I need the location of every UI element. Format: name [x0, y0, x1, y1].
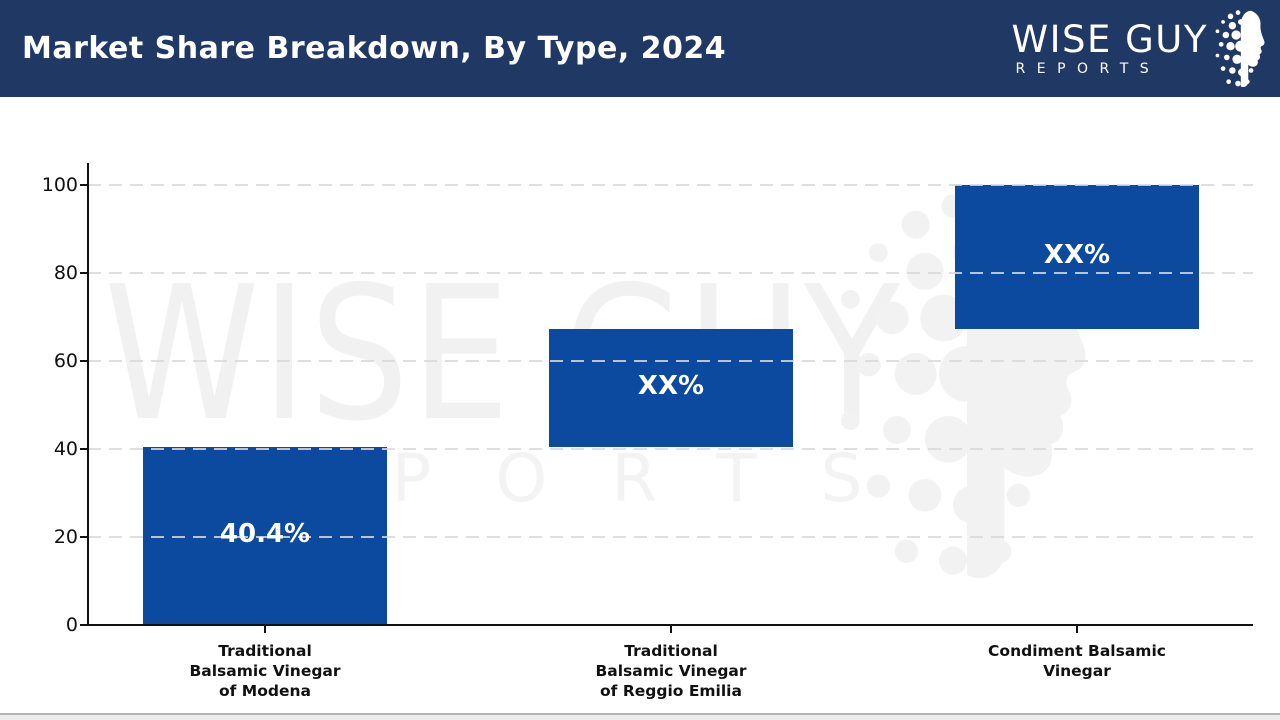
x-tick-mark	[670, 626, 672, 633]
x-category-label: Traditional Balsamic Vinegar of Modena	[95, 641, 435, 701]
x-category-label-line: Vinegar	[1043, 662, 1111, 680]
x-category-label-line: Balsamic Vinegar	[189, 662, 341, 680]
y-tick-mark	[80, 535, 88, 538]
footer-strip	[0, 713, 1280, 720]
y-tick-label: 20	[53, 525, 78, 548]
x-category-label-line: Balsamic Vinegar	[595, 662, 747, 680]
x-category-label-line: Condiment Balsamic	[988, 642, 1166, 660]
x-category-label-line: of Reggio Emilia	[600, 682, 742, 700]
gridline	[88, 447, 1253, 450]
bar-segment	[549, 328, 793, 448]
x-category-label-line: Traditional	[218, 642, 312, 660]
x-category-label-line: of Modena	[219, 682, 311, 700]
gridline	[88, 359, 1253, 362]
face-profile-icon	[1210, 7, 1266, 91]
y-axis-line	[87, 163, 89, 626]
y-tick-label: 40	[53, 437, 78, 460]
y-tick-mark	[80, 447, 88, 450]
y-tick-mark	[80, 359, 88, 362]
y-tick-label: 60	[53, 349, 78, 372]
gridline	[88, 535, 1253, 538]
x-tick-mark	[264, 626, 266, 633]
bar-segment	[955, 184, 1199, 329]
x-category-label: Condiment Balsamic Vinegar	[907, 641, 1247, 681]
bar-value-label: XX%	[1043, 239, 1111, 270]
gridline	[88, 271, 1253, 274]
bar-value-label: 40.4%	[219, 519, 311, 550]
x-tick-mark	[1076, 626, 1078, 633]
y-tick-mark	[80, 183, 88, 186]
wise-guy-logo: WISE GUY REPORTS	[1012, 7, 1266, 91]
bar-value-label: XX%	[637, 370, 705, 401]
y-tick-label: 100	[41, 173, 78, 196]
x-category-label: Traditional Balsamic Vinegar of Reggio Emi…	[501, 641, 841, 701]
y-tick-label: 80	[53, 261, 78, 284]
logo-wordmark: WISE GUY	[1011, 18, 1208, 61]
logo-subtitle: REPORTS	[1015, 61, 1161, 77]
y-tick-mark	[80, 624, 88, 626]
y-tick-label: 0	[65, 614, 78, 636]
y-tick-mark	[80, 271, 88, 274]
header-bar: Market Share Breakdown, By Type, 2024 WI…	[0, 0, 1280, 97]
gridline	[88, 183, 1253, 186]
x-category-label-line: Traditional	[624, 642, 718, 660]
chart-title: Market Share Breakdown, By Type, 2024	[22, 31, 727, 66]
logo-text: WISE GUY REPORTS	[1012, 21, 1208, 76]
x-axis-line	[87, 624, 1253, 626]
